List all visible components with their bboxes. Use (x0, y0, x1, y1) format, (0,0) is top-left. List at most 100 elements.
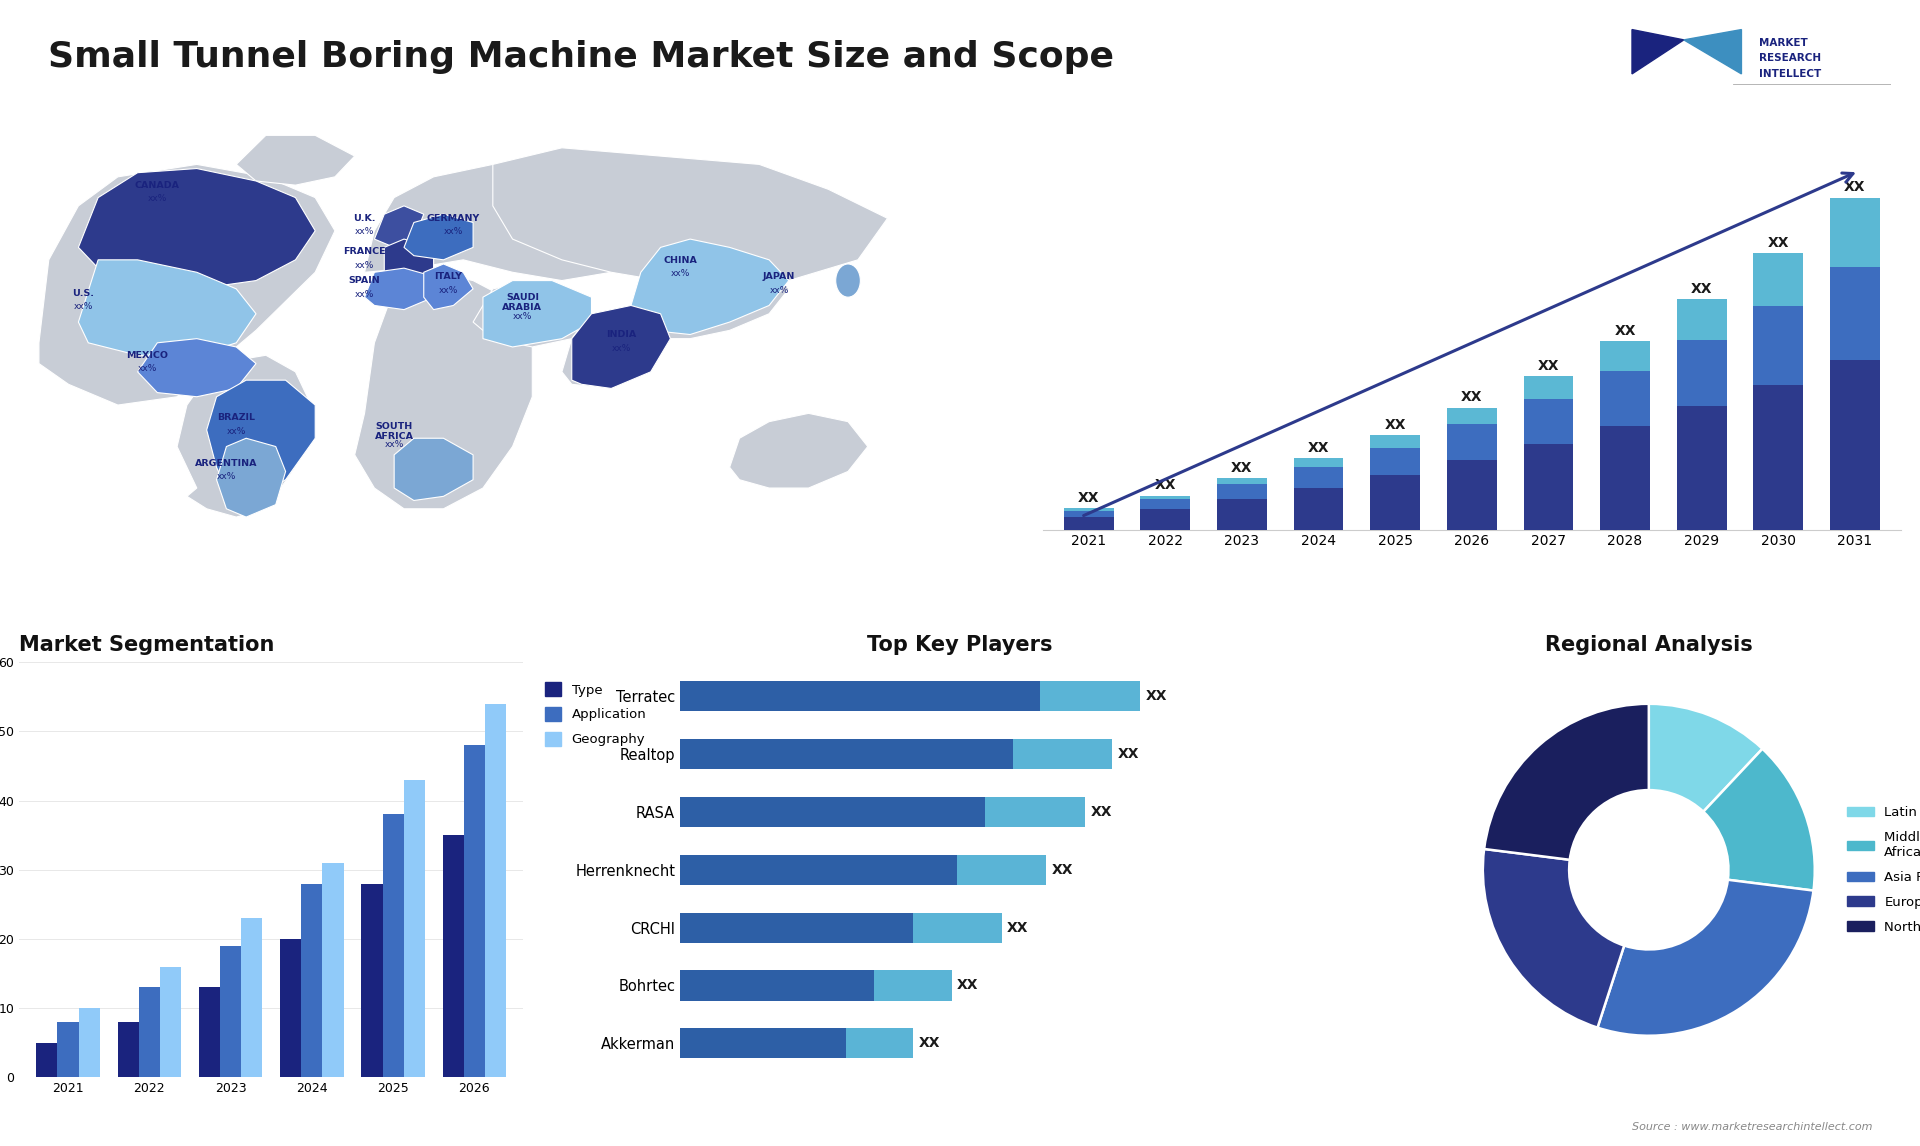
Bar (280, 939, 301, 1077)
Text: XX: XX (1154, 478, 1177, 493)
Title: Regional Analysis: Regional Analysis (1546, 635, 1753, 656)
Text: xx%: xx% (384, 440, 403, 449)
Wedge shape (1482, 849, 1624, 1028)
Text: MEXICO: MEXICO (127, 351, 169, 360)
Polygon shape (384, 240, 434, 284)
Polygon shape (632, 240, 789, 335)
Text: xx%: xx% (217, 472, 236, 481)
Text: XX: XX (1538, 359, 1559, 372)
Bar (680, 855, 958, 885)
Polygon shape (1684, 30, 1741, 73)
Bar (1448, 461, 1498, 529)
Text: xx%: xx% (440, 285, 459, 295)
Title: Top Key Players: Top Key Players (868, 635, 1052, 656)
Bar (1064, 508, 1114, 511)
Bar (1064, 511, 1114, 517)
Polygon shape (236, 135, 355, 186)
Bar (1371, 435, 1421, 448)
Polygon shape (1632, 30, 1684, 73)
Text: XX: XX (1091, 804, 1112, 819)
Text: xx%: xx% (355, 260, 374, 269)
Text: xx%: xx% (355, 290, 374, 299)
Bar (1830, 197, 1880, 267)
Bar (200, 988, 221, 1077)
Polygon shape (374, 206, 424, 248)
Bar (1676, 407, 1726, 529)
Polygon shape (138, 339, 255, 397)
Bar (1294, 488, 1344, 529)
Bar (486, 704, 507, 1077)
Bar (1599, 371, 1649, 426)
Text: XX: XX (1008, 920, 1029, 935)
Text: CANADA: CANADA (134, 181, 180, 190)
Legend: Latin America, Middle East &
Africa, Asia Pacific, Europe, North America: Latin America, Middle East & Africa, Asi… (1841, 801, 1920, 939)
Bar (465, 745, 486, 1077)
Text: SPAIN: SPAIN (349, 276, 380, 285)
Text: xx%: xx% (611, 344, 632, 353)
Text: ARGENTINA: ARGENTINA (196, 460, 257, 468)
Bar (79, 1008, 100, 1077)
Wedge shape (1597, 880, 1814, 1036)
Text: RESEARCH: RESEARCH (1759, 54, 1820, 63)
Bar (58, 1022, 79, 1077)
Wedge shape (1649, 704, 1763, 811)
Polygon shape (484, 281, 591, 347)
Text: CHINA: CHINA (662, 256, 697, 265)
Bar (1830, 267, 1880, 360)
Bar (1371, 448, 1421, 476)
Text: XX: XX (1692, 282, 1713, 297)
Polygon shape (217, 438, 286, 517)
Text: Source : www.marketresearchintellect.com: Source : www.marketresearchintellect.com (1632, 1122, 1872, 1132)
Bar (1523, 444, 1572, 529)
Text: XX: XX (958, 979, 979, 992)
Bar (680, 681, 1041, 712)
Bar (301, 884, 323, 1077)
Polygon shape (563, 306, 670, 388)
Text: U.K.: U.K. (353, 214, 376, 223)
Text: XX: XX (1384, 418, 1405, 432)
Legend: Type, Application, Geography: Type, Application, Geography (540, 677, 651, 752)
Text: ITALY: ITALY (434, 273, 463, 281)
Bar (680, 912, 912, 943)
Bar (1599, 340, 1649, 371)
Text: INTELLECT: INTELLECT (1759, 69, 1820, 79)
Text: XX: XX (1231, 461, 1252, 474)
Bar (1041, 681, 1140, 712)
Bar (680, 796, 985, 827)
Bar (1140, 500, 1190, 510)
Wedge shape (1484, 704, 1649, 860)
Polygon shape (365, 156, 730, 281)
Text: U.S.: U.S. (73, 289, 94, 298)
Text: XX: XX (1843, 180, 1866, 195)
Bar (1676, 339, 1726, 407)
Bar (138, 988, 159, 1077)
Bar (1448, 424, 1498, 461)
Bar (36, 1043, 58, 1077)
Bar (1523, 399, 1572, 444)
Bar (1140, 510, 1190, 529)
Polygon shape (730, 414, 868, 488)
Bar (1217, 500, 1267, 529)
Bar (1830, 360, 1880, 529)
Bar (985, 796, 1085, 827)
Text: xx%: xx% (770, 285, 789, 295)
Text: JAPAN: JAPAN (762, 273, 795, 281)
Polygon shape (355, 273, 532, 509)
Text: GERMANY: GERMANY (426, 214, 480, 223)
Text: SAUDI
ARABIA: SAUDI ARABIA (503, 293, 543, 313)
Bar (242, 918, 263, 1077)
Bar (1753, 306, 1803, 385)
Polygon shape (394, 438, 472, 501)
Polygon shape (79, 260, 255, 355)
Bar (361, 884, 382, 1077)
Polygon shape (1661, 46, 1707, 63)
Polygon shape (403, 214, 472, 260)
Bar (680, 1028, 847, 1059)
Bar (1753, 253, 1803, 306)
Bar (1217, 478, 1267, 485)
Text: XX: XX (1077, 490, 1100, 505)
Wedge shape (1703, 748, 1814, 890)
Polygon shape (472, 281, 591, 347)
Polygon shape (207, 380, 315, 496)
Text: BRAZIL: BRAZIL (217, 414, 255, 423)
